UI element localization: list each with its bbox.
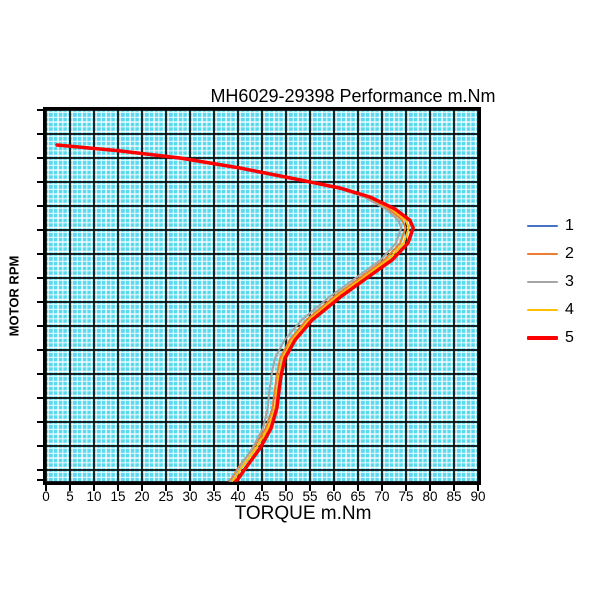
- x-axis-tick-label: 10: [86, 489, 102, 504]
- x-axis-tick: [381, 485, 383, 491]
- y-axis-tick: [37, 133, 43, 135]
- legend-line-swatch: [527, 224, 558, 228]
- x-axis-tick-label: 85: [446, 489, 462, 504]
- plot-area: [43, 107, 481, 485]
- x-axis-tick: [237, 485, 239, 491]
- x-axis-tick: [357, 485, 359, 491]
- x-axis-tick: [189, 485, 191, 491]
- x-axis-tick-label: 60: [326, 489, 342, 504]
- y-axis-tick: [37, 421, 43, 423]
- legend-item-3: 3: [527, 268, 574, 296]
- y-axis-tick: [37, 277, 43, 279]
- curve-series-5: [55, 143, 415, 482]
- x-axis-tick: [285, 485, 287, 491]
- y-axis-tick: [37, 229, 43, 231]
- x-axis-tick: [309, 485, 311, 491]
- x-axis-tick: [165, 485, 167, 491]
- legend-line-swatch: [527, 252, 558, 256]
- x-axis-tick: [405, 485, 407, 491]
- chart-title: MH6029-29398 Performance m.Nm: [210, 86, 496, 106]
- x-axis-tick: [261, 485, 263, 491]
- y-axis-tick: [37, 445, 43, 447]
- y-axis-tick: [37, 301, 43, 303]
- x-axis-title: TORQUE m.Nm: [234, 503, 372, 524]
- x-axis-tick-label: 70: [374, 489, 390, 504]
- y-axis-tick: [37, 205, 43, 207]
- x-axis-tick-label: 75: [398, 489, 414, 504]
- legend-item-1: 1: [527, 212, 574, 240]
- x-axis-tick: [429, 485, 431, 491]
- x-axis-tick: [93, 485, 95, 491]
- y-axis-tick: [37, 349, 43, 351]
- curve-series-3: [56, 144, 403, 482]
- x-axis-tick-label: 55: [302, 489, 318, 504]
- y-axis-tick: [37, 469, 43, 471]
- x-axis-tick-label: 30: [182, 489, 198, 504]
- y-axis-tick: [37, 373, 43, 375]
- y-axis-title: MOTOR RPM: [6, 255, 22, 337]
- y-axis-tick: [37, 181, 43, 183]
- x-axis-tick: [69, 485, 71, 491]
- x-axis-tick: [117, 485, 119, 491]
- legend: 1 2 3 4 5: [527, 212, 574, 352]
- x-axis-tick-label: 25: [158, 489, 174, 504]
- legend-line-swatch: [527, 336, 558, 340]
- y-axis-tick: [37, 397, 43, 399]
- legend-line-swatch: [527, 308, 558, 312]
- x-axis-tick-label: 90: [470, 489, 486, 504]
- x-axis-tick-label: 40: [230, 489, 246, 504]
- x-axis-tick: [453, 485, 455, 491]
- x-axis-tick: [213, 485, 215, 491]
- legend-label: 4: [565, 301, 574, 318]
- legend-item-2: 2: [527, 240, 574, 268]
- curve-series-2: [56, 144, 407, 482]
- x-axis-tick: [333, 485, 335, 491]
- performance-curves: [55, 143, 415, 482]
- x-axis-tick: [45, 485, 47, 491]
- y-axis-tick: [37, 109, 43, 111]
- x-axis-tick-label: 80: [422, 489, 438, 504]
- x-axis-tick-label: 15: [110, 489, 126, 504]
- x-axis-tick-label: 45: [254, 489, 270, 504]
- legend-item-4: 4: [527, 296, 574, 324]
- x-axis-tick-label: 65: [350, 489, 366, 504]
- x-axis-tick-label: 20: [134, 489, 150, 504]
- x-axis-tick-label: 0: [42, 489, 50, 504]
- legend-label: 5: [565, 329, 574, 346]
- y-axis-tick: [37, 157, 43, 159]
- legend-label: 3: [565, 273, 574, 290]
- x-axis-tick: [477, 485, 479, 491]
- legend-item-5: 5: [527, 324, 574, 352]
- y-axis-tick: [37, 479, 43, 481]
- x-axis-tick: [141, 485, 143, 491]
- curve-series-4: [56, 144, 410, 482]
- legend-label: 1: [565, 217, 574, 234]
- legend-line-swatch: [527, 280, 558, 284]
- x-axis-tick-label: 50: [278, 489, 294, 504]
- x-axis-tick-label: 35: [206, 489, 222, 504]
- legend-label: 2: [565, 245, 574, 262]
- x-axis-tick-label: 5: [66, 489, 74, 504]
- y-axis-tick: [37, 253, 43, 255]
- y-axis-tick: [37, 325, 43, 327]
